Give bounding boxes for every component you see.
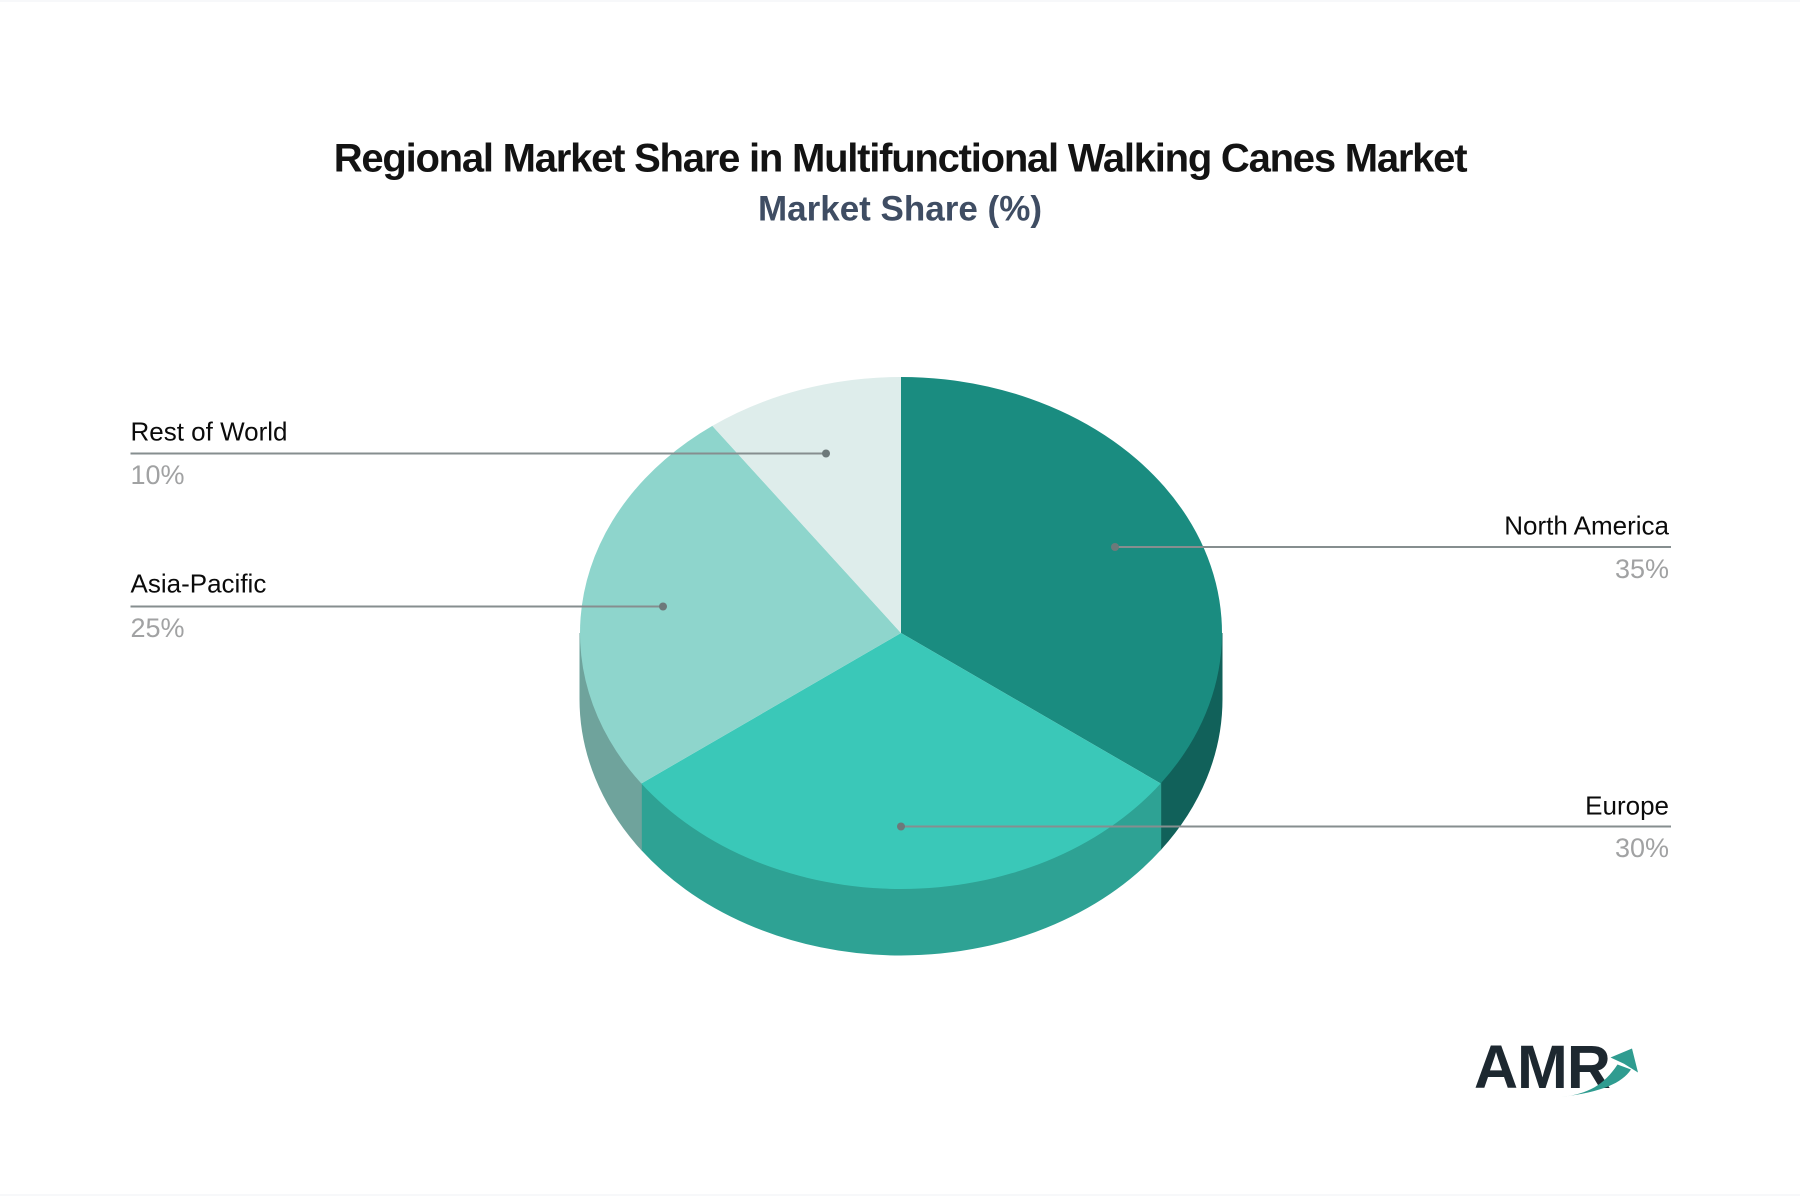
svg-text:Europe: Europe bbox=[1585, 791, 1669, 821]
svg-text:35%: 35% bbox=[1615, 554, 1669, 584]
svg-text:AMR: AMR bbox=[1474, 1033, 1610, 1101]
svg-text:North America: North America bbox=[1504, 511, 1669, 541]
svg-text:Rest of World: Rest of World bbox=[131, 417, 288, 447]
svg-text:Market Share (%): Market Share (%) bbox=[758, 190, 1042, 229]
svg-text:25%: 25% bbox=[131, 613, 185, 643]
svg-text:Asia-Pacific: Asia-Pacific bbox=[131, 569, 267, 599]
svg-text:Regional Market Share in Multi: Regional Market Share in Multifunctional… bbox=[334, 137, 1467, 181]
svg-text:10%: 10% bbox=[131, 460, 185, 490]
svg-text:30%: 30% bbox=[1615, 833, 1669, 863]
